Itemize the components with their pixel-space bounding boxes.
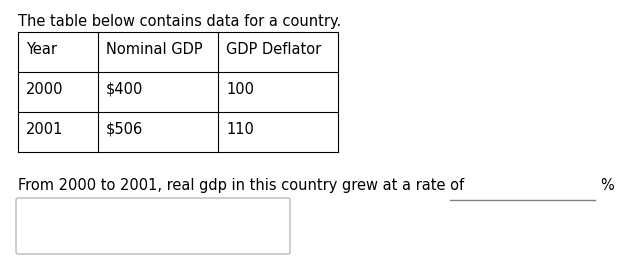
Text: 110: 110 bbox=[226, 122, 254, 137]
Text: From 2000 to 2001, real gdp in this country grew at a rate of: From 2000 to 2001, real gdp in this coun… bbox=[18, 178, 464, 193]
Text: $506: $506 bbox=[106, 122, 144, 137]
Text: 100: 100 bbox=[226, 82, 254, 97]
Text: The table below contains data for a country.: The table below contains data for a coun… bbox=[18, 14, 341, 29]
Text: 2001: 2001 bbox=[26, 122, 64, 137]
Text: GDP Deflator: GDP Deflator bbox=[226, 42, 321, 57]
Text: %: % bbox=[600, 178, 614, 193]
Text: $400: $400 bbox=[106, 82, 144, 97]
Text: Year: Year bbox=[26, 42, 57, 57]
FancyBboxPatch shape bbox=[16, 198, 290, 254]
Text: Nominal GDP: Nominal GDP bbox=[106, 42, 203, 57]
Text: 2000: 2000 bbox=[26, 82, 64, 97]
